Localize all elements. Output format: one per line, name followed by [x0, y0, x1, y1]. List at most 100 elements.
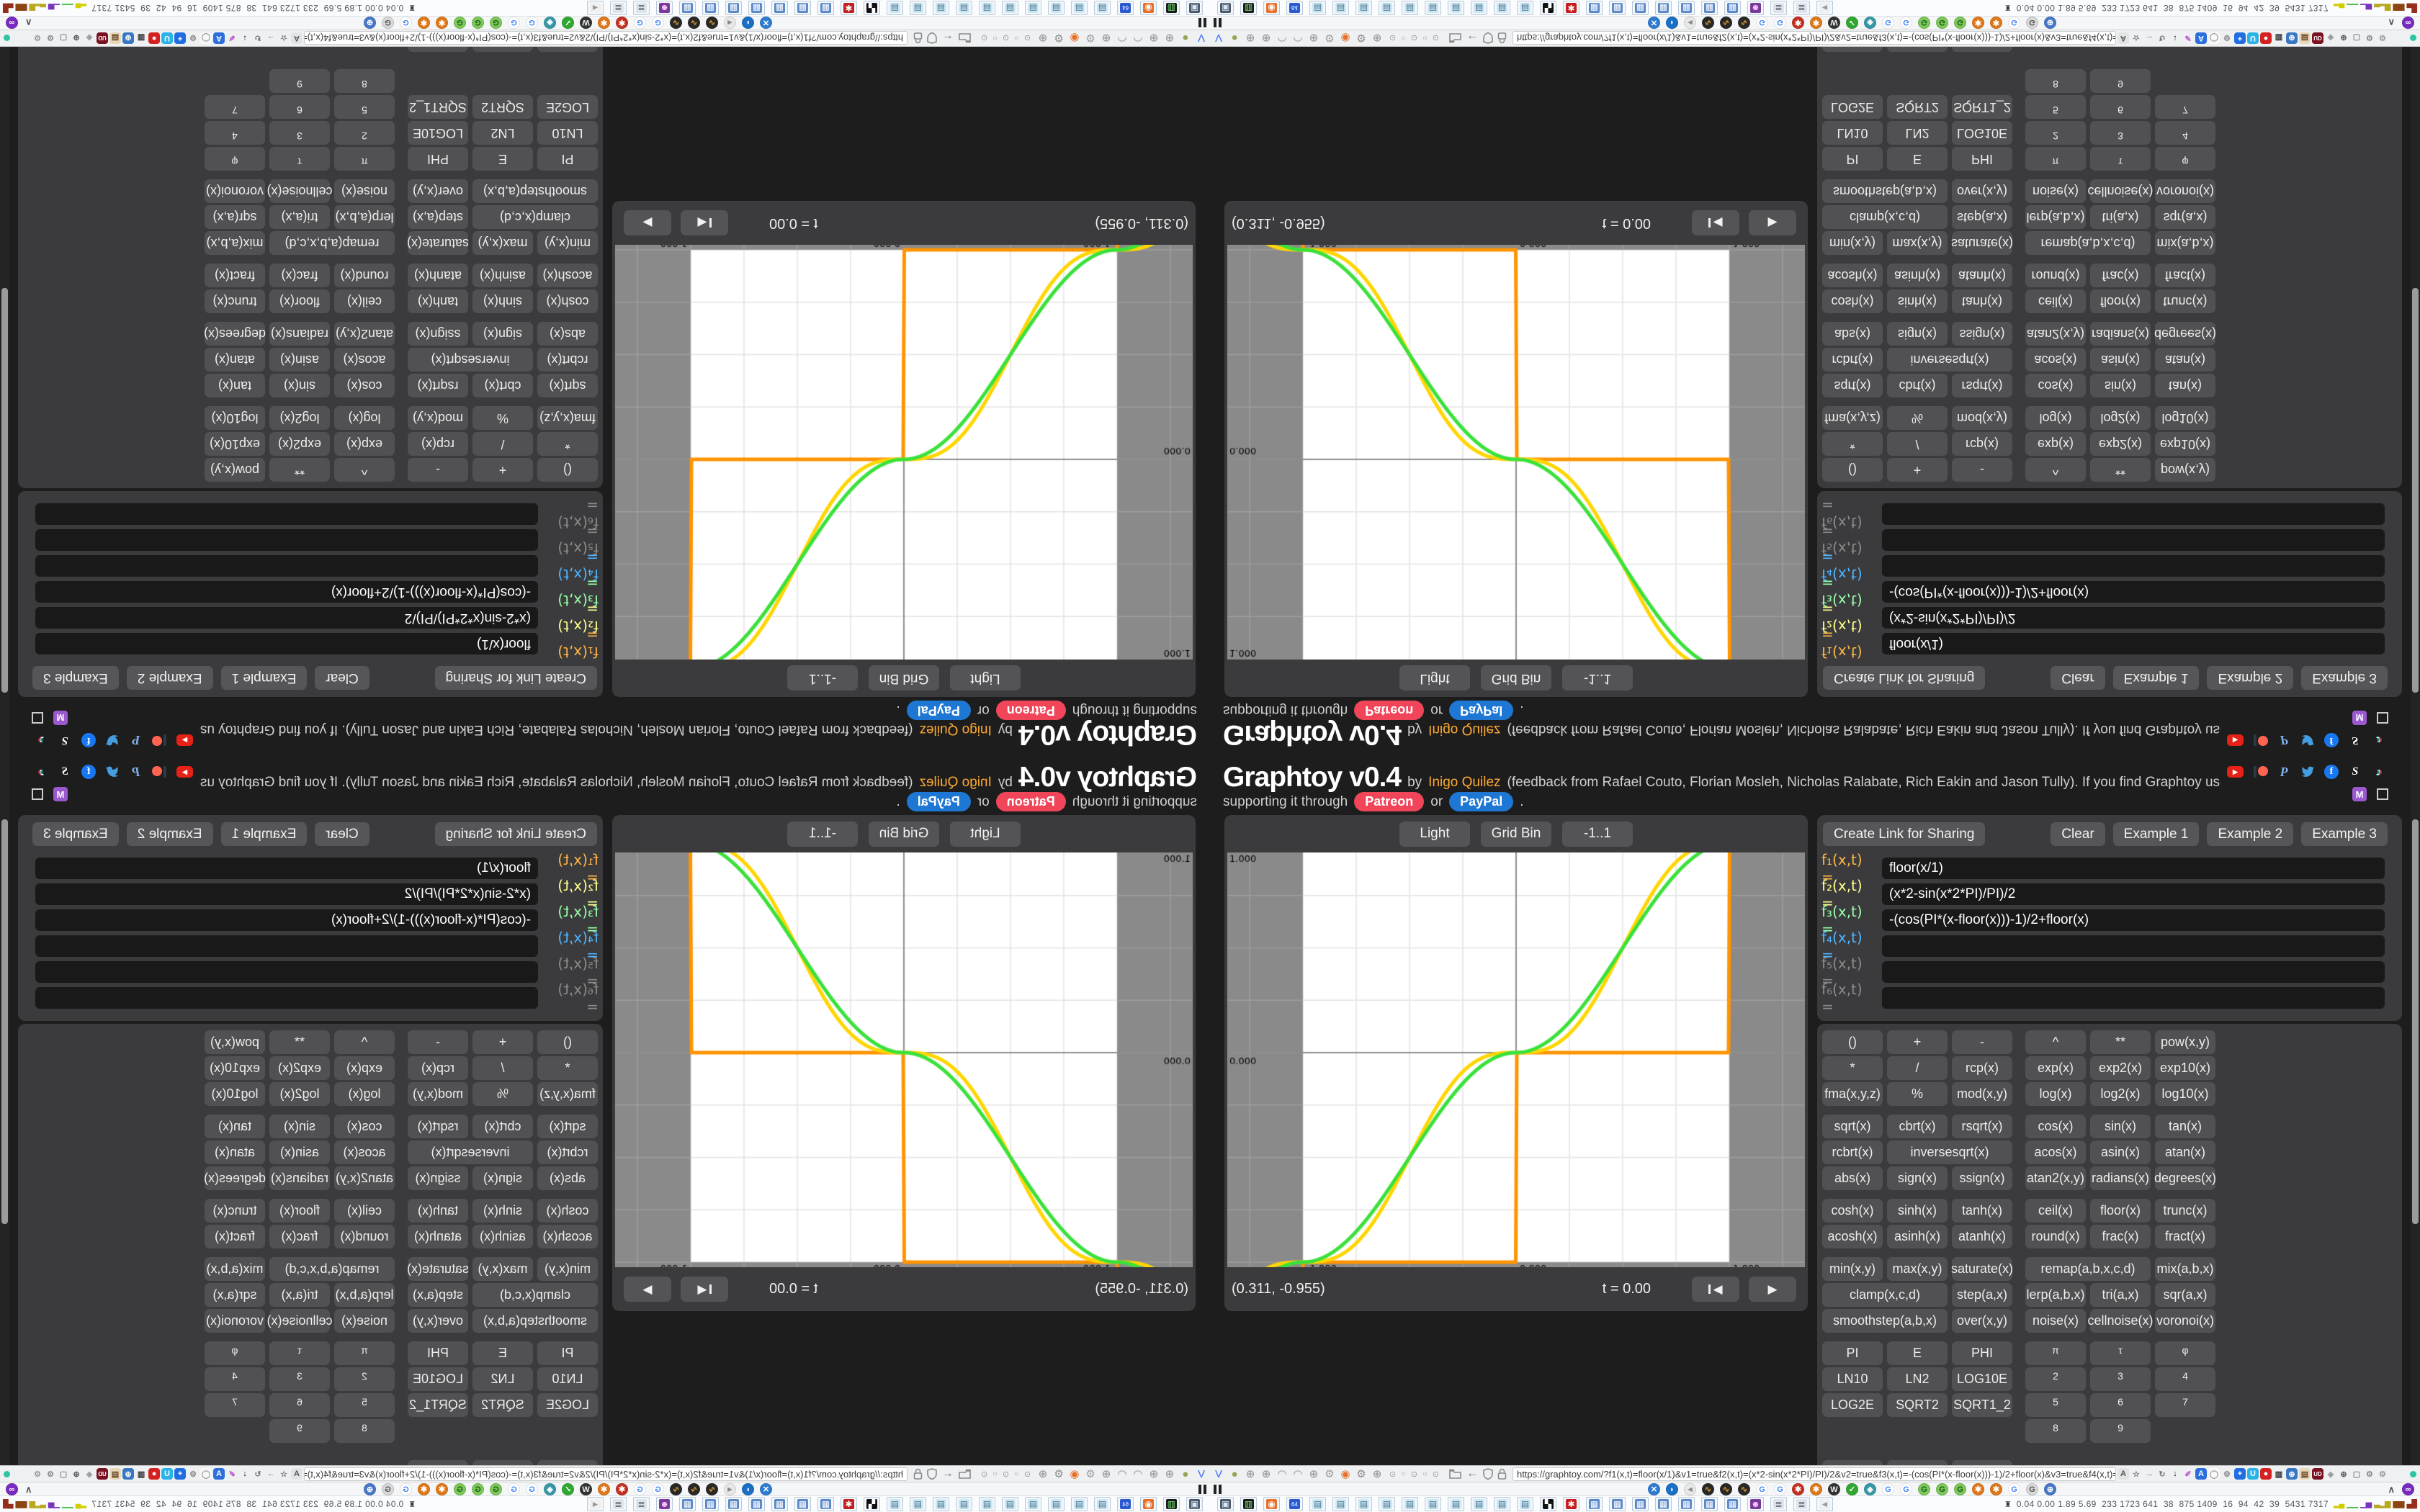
function-button-clamp(x,c,d)[interactable]: clamp(x,c,d) — [1822, 205, 1948, 229]
function-button-E[interactable]: E — [1887, 147, 1948, 171]
function-button-log10(x)[interactable]: log10(x) — [205, 1082, 265, 1106]
globe-icon[interactable]: ⊕ — [1101, 1468, 1111, 1480]
function-button-9[interactable]: 9 — [269, 69, 330, 93]
back-arrow-icon[interactable]: ← — [942, 1467, 954, 1480]
paypal-button[interactable]: PayPal — [1449, 701, 1514, 720]
author-link[interactable]: Inigo Quilez — [919, 722, 992, 737]
function-button-tri(a,x)[interactable]: tri(a,x) — [2090, 205, 2151, 229]
function-button-PHI[interactable]: PHI — [1952, 147, 2012, 171]
function-button-π[interactable]: π — [334, 1341, 395, 1365]
pause-icon[interactable] — [1214, 18, 1222, 27]
tab-google-g-favicon[interactable]: G — [490, 17, 502, 29]
function-button-LN2[interactable]: LN2 — [1887, 1367, 1948, 1391]
function-button-atan(x)[interactable]: atan(x) — [205, 348, 265, 372]
tab-gear-org-favicon[interactable]: ✱ — [598, 1483, 610, 1495]
olive-circle-icon[interactable]: ● — [1182, 1467, 1189, 1480]
gauge-icon[interactable]: ◠ — [1293, 1468, 1303, 1480]
function-button-E[interactable]: E — [472, 1341, 533, 1365]
function-button-log10(x)[interactable]: log10(x) — [2155, 406, 2215, 430]
gear-icon[interactable]: ⚙ — [34, 1470, 41, 1479]
function-button-/[interactable]: / — [472, 1056, 533, 1080]
tiktok-icon[interactable]: ♪ — [2376, 765, 2382, 778]
task-calc[interactable]: ▦ — [725, 1497, 742, 1511]
function-button-LN2[interactable]: LN2 — [472, 121, 533, 145]
folder-icon[interactable] — [959, 33, 971, 43]
tab-w-favicon[interactable]: W — [1828, 1483, 1840, 1495]
function-button-floor(x)[interactable]: floor(x) — [269, 289, 330, 313]
function-button-exp10(x)[interactable]: exp10(x) — [205, 1056, 265, 1080]
radio-circle-icon[interactable]: ⊙ — [1410, 33, 1418, 42]
function-button-over(x,y)[interactable]: over(x,y) — [1952, 1309, 2012, 1333]
function-button-%[interactable]: % — [472, 406, 533, 430]
tab-wave-favicon[interactable]: ∿ — [706, 17, 718, 29]
function-button-blank[interactable] — [1887, 1460, 1948, 1465]
function-button-cosh(x)[interactable]: cosh(x) — [537, 289, 598, 313]
function-button-asin(x)[interactable]: asin(x) — [269, 1140, 330, 1164]
radio-circle-icon[interactable]: ○ — [1422, 34, 1428, 43]
graph-canvas[interactable] — [615, 852, 1193, 1267]
globe-icon[interactable]: ⊕ — [1165, 1468, 1175, 1480]
task-notepad[interactable]: ▤ — [979, 1497, 995, 1511]
tab-google-favicon[interactable]: G — [2008, 17, 2020, 29]
tab-wave-favicon[interactable]: ∿ — [706, 1483, 718, 1495]
function-button-sign(x)[interactable]: sign(x) — [472, 322, 533, 346]
tab-wave-favicon[interactable]: ∿ — [1738, 17, 1750, 29]
range-button[interactable]: -1..1 — [787, 821, 858, 847]
url-bar[interactable]: https://graphtoy.com/?f1(x,t)=floor(x/1)… — [1512, 1467, 2116, 1481]
task-calc[interactable]: ▦ — [794, 1, 811, 15]
book-icon[interactable]: ▤ — [109, 32, 122, 44]
radio-circle-icon[interactable]: ⊙ — [1002, 33, 1010, 42]
tab-x-favicon[interactable]: ✕ — [760, 1483, 772, 1495]
example-1-button[interactable]: Example 1 — [220, 822, 308, 846]
youtube-icon[interactable]: ▶ — [2227, 766, 2244, 778]
scrollbar-thumb[interactable] — [1, 819, 8, 1224]
task-notepad[interactable]: ▤ — [1002, 1497, 1018, 1511]
formula-input-f6[interactable] — [35, 987, 538, 1009]
radio-circle-icon[interactable]: ⊙ — [1389, 33, 1397, 42]
function-button-6[interactable]: 6 — [269, 1393, 330, 1417]
function-button-()[interactable]: () — [1822, 1030, 1883, 1054]
task-calc[interactable]: ▦ — [1655, 1497, 1672, 1511]
function-button-exp(x)[interactable]: exp(x) — [2025, 1056, 2086, 1080]
function-button-2[interactable]: 2 — [2025, 1367, 2086, 1391]
download-icon[interactable]: ↓ — [243, 1470, 247, 1478]
function-button-LOG2E[interactable]: LOG2E — [1822, 95, 1883, 119]
function-button-atan(x)[interactable]: atan(x) — [2155, 348, 2215, 372]
box-icon[interactable] — [32, 712, 43, 724]
page-scrollbar[interactable] — [0, 756, 9, 1465]
task-firefox[interactable]: ◉ — [1140, 1497, 1157, 1511]
barcode-icon[interactable]: ▥ — [137, 1470, 145, 1479]
function-button-frac(x)[interactable]: frac(x) — [2090, 264, 2151, 287]
task-calc[interactable]: ▦ — [1678, 1497, 1695, 1511]
plus-icon[interactable]: + — [2233, 1468, 2246, 1480]
function-button-exp10(x)[interactable]: exp10(x) — [205, 432, 265, 456]
function-button-saturate(x)[interactable]: saturate(x) — [407, 231, 469, 255]
tab-wave-favicon[interactable]: ∿ — [670, 1483, 682, 1495]
twitter-icon[interactable] — [2300, 765, 2315, 779]
formula-input-f2[interactable] — [1882, 883, 2385, 905]
box-icon[interactable] — [32, 788, 43, 800]
function-button--[interactable]: - — [408, 1030, 468, 1054]
task-speaker[interactable]: ◄ — [587, 1497, 604, 1511]
function-button-atan(x)[interactable]: atan(x) — [205, 1140, 265, 1164]
task-calc[interactable]: ▦ — [1632, 1, 1649, 15]
gear-icon[interactable]: ⚙ — [2223, 33, 2231, 42]
function-button-sin(x)[interactable]: sin(x) — [2090, 1115, 2151, 1138]
gauge-icon[interactable]: ◠ — [1117, 32, 1127, 44]
function-button-trunc(x)[interactable]: trunc(x) — [2155, 1199, 2215, 1223]
shield-icon[interactable] — [1483, 1468, 1493, 1480]
paypal-button[interactable]: PayPal — [906, 701, 971, 720]
example-2-button[interactable]: Example 2 — [126, 666, 213, 690]
function-button-+[interactable]: + — [1887, 1030, 1948, 1054]
tab-google-g-favicon[interactable]: G — [454, 1483, 466, 1495]
function-button-acosh(x)[interactable]: acosh(x) — [1822, 264, 1883, 287]
function-button-exp(x)[interactable]: exp(x) — [334, 432, 395, 456]
task-notepad[interactable]: ▤ — [956, 1497, 972, 1511]
twitter-icon[interactable] — [105, 733, 120, 747]
function-button-over(x,y)[interactable]: over(x,y) — [408, 1309, 468, 1333]
tab-google-favicon[interactable]: G — [526, 1483, 538, 1495]
function-button-mix(a,b,x)[interactable]: mix(a,b,x) — [205, 231, 265, 255]
task-firefox[interactable]: ◉ — [1263, 1, 1280, 15]
create-link-button[interactable]: Create Link for Sharing — [434, 822, 597, 846]
function-button-φ[interactable]: φ — [205, 147, 265, 171]
